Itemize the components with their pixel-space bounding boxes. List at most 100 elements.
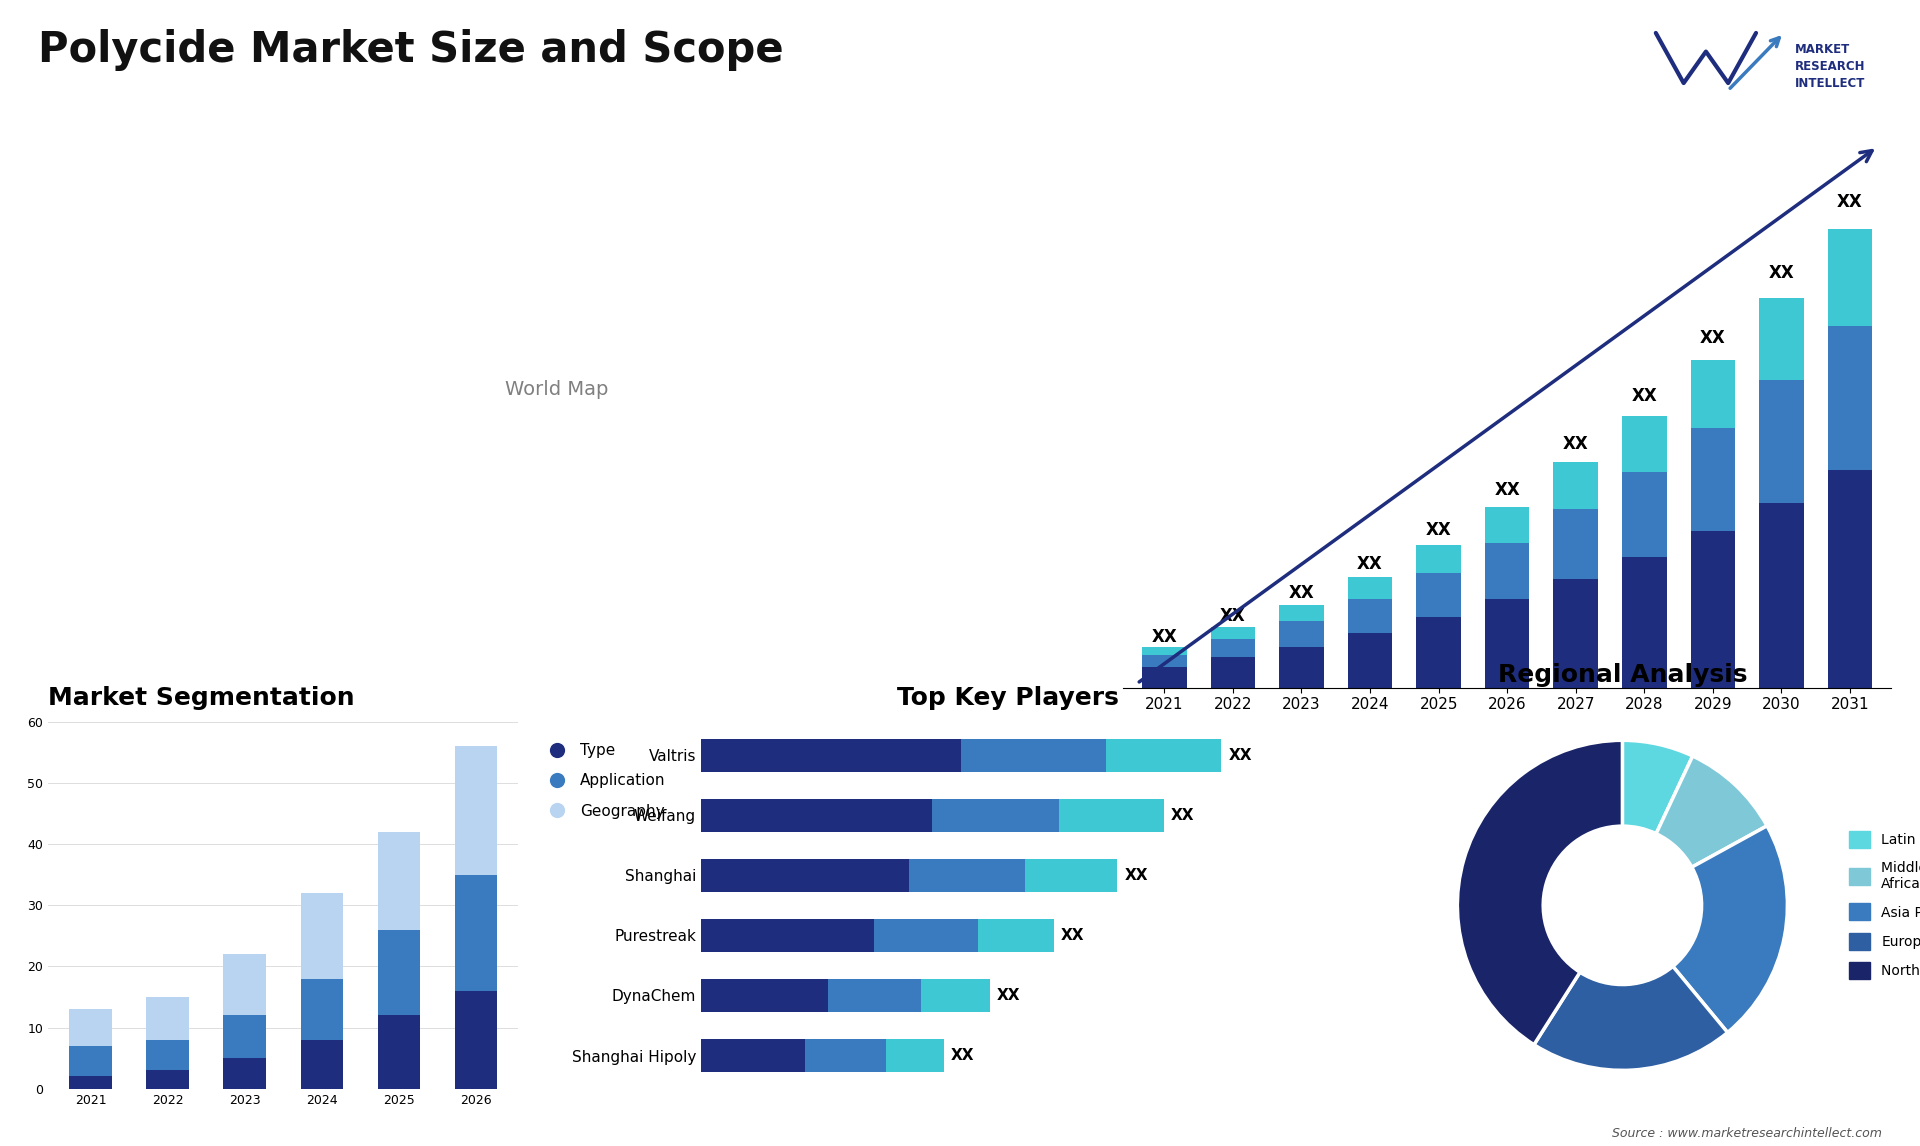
Bar: [1553, 463, 1597, 509]
Bar: [146, 997, 188, 1039]
Bar: [1279, 621, 1323, 647]
Bar: [962, 739, 1106, 771]
Bar: [1417, 618, 1461, 688]
Bar: [1106, 739, 1221, 771]
Bar: [1142, 647, 1187, 656]
Bar: [1484, 599, 1530, 688]
Bar: [1622, 557, 1667, 688]
Text: XX: XX: [1229, 747, 1252, 763]
Text: XX: XX: [1171, 808, 1194, 823]
Text: XX: XX: [1427, 521, 1452, 539]
Text: XX: XX: [1125, 868, 1148, 882]
Bar: [1279, 647, 1323, 688]
Bar: [223, 1058, 265, 1089]
Bar: [1759, 298, 1803, 380]
Bar: [1142, 667, 1187, 688]
Text: XX: XX: [1632, 387, 1657, 406]
Text: XX: XX: [1288, 583, 1315, 602]
Bar: [378, 832, 420, 929]
Bar: [885, 1039, 945, 1072]
Bar: [1212, 639, 1256, 658]
Bar: [1759, 380, 1803, 503]
Bar: [701, 979, 828, 1012]
Text: XX: XX: [1152, 628, 1177, 646]
Text: Source : www.marketresearchintellect.com: Source : www.marketresearchintellect.com: [1611, 1128, 1882, 1140]
Bar: [701, 739, 962, 771]
Bar: [223, 955, 265, 1015]
Bar: [1060, 799, 1164, 832]
Text: MARKET
RESEARCH
INTELLECT: MARKET RESEARCH INTELLECT: [1795, 44, 1866, 91]
Bar: [1828, 325, 1872, 471]
Bar: [455, 991, 497, 1089]
Bar: [908, 858, 1025, 892]
Bar: [378, 1015, 420, 1089]
Bar: [1279, 605, 1323, 621]
Bar: [804, 1039, 885, 1072]
Title: Top Key Players: Top Key Players: [897, 686, 1119, 711]
Bar: [874, 919, 979, 952]
Bar: [69, 1076, 111, 1089]
Bar: [69, 1010, 111, 1046]
Bar: [979, 919, 1054, 952]
Bar: [1692, 429, 1736, 531]
Bar: [1348, 634, 1392, 688]
Bar: [301, 1039, 344, 1089]
Wedge shape: [1534, 966, 1728, 1070]
Legend: Latin America, Middle East &
Africa, Asia Pacific, Europe, North America: Latin America, Middle East & Africa, Asi…: [1843, 826, 1920, 984]
Bar: [1553, 579, 1597, 688]
Text: XX: XX: [1837, 193, 1862, 211]
Text: Market Segmentation: Market Segmentation: [48, 686, 355, 711]
Text: Polycide Market Size and Scope: Polycide Market Size and Scope: [38, 29, 783, 71]
Bar: [455, 874, 497, 991]
Bar: [1692, 531, 1736, 688]
Legend: Type, Application, Geography: Type, Application, Geography: [536, 737, 672, 825]
Text: XX: XX: [1060, 928, 1085, 943]
Bar: [1484, 543, 1530, 599]
Bar: [1348, 599, 1392, 634]
Bar: [1025, 858, 1117, 892]
Wedge shape: [1657, 756, 1766, 868]
Bar: [701, 1039, 804, 1072]
Bar: [1484, 507, 1530, 543]
Bar: [828, 979, 922, 1012]
Bar: [701, 919, 874, 952]
Bar: [69, 1046, 111, 1076]
Bar: [1759, 503, 1803, 688]
Bar: [1828, 471, 1872, 688]
Bar: [1417, 544, 1461, 573]
Text: XX: XX: [1563, 435, 1588, 454]
Bar: [378, 929, 420, 1015]
Bar: [701, 799, 933, 832]
Bar: [1692, 360, 1736, 429]
Bar: [301, 893, 344, 979]
Bar: [1553, 509, 1597, 579]
Bar: [701, 858, 908, 892]
Bar: [1622, 472, 1667, 557]
Text: XX: XX: [996, 988, 1021, 1003]
Bar: [922, 979, 991, 1012]
Bar: [223, 1015, 265, 1058]
Text: XX: XX: [950, 1047, 973, 1063]
Bar: [1417, 573, 1461, 618]
Wedge shape: [1622, 740, 1693, 833]
Bar: [455, 746, 497, 874]
Bar: [1212, 658, 1256, 688]
Text: XX: XX: [1357, 555, 1382, 573]
Text: XX: XX: [1494, 481, 1521, 500]
Bar: [146, 1039, 188, 1070]
Bar: [301, 979, 344, 1039]
Wedge shape: [1672, 826, 1788, 1033]
Wedge shape: [1457, 740, 1622, 1045]
Text: XX: XX: [1219, 607, 1246, 625]
Bar: [1348, 578, 1392, 599]
Title: Regional Analysis: Regional Analysis: [1498, 664, 1747, 688]
Bar: [1142, 656, 1187, 667]
Bar: [1828, 229, 1872, 325]
Bar: [1212, 627, 1256, 639]
Bar: [933, 799, 1060, 832]
Bar: [1622, 416, 1667, 472]
Text: XX: XX: [1768, 264, 1795, 282]
Bar: [146, 1070, 188, 1089]
Text: XX: XX: [1699, 329, 1726, 347]
Text: World Map: World Map: [505, 380, 609, 399]
